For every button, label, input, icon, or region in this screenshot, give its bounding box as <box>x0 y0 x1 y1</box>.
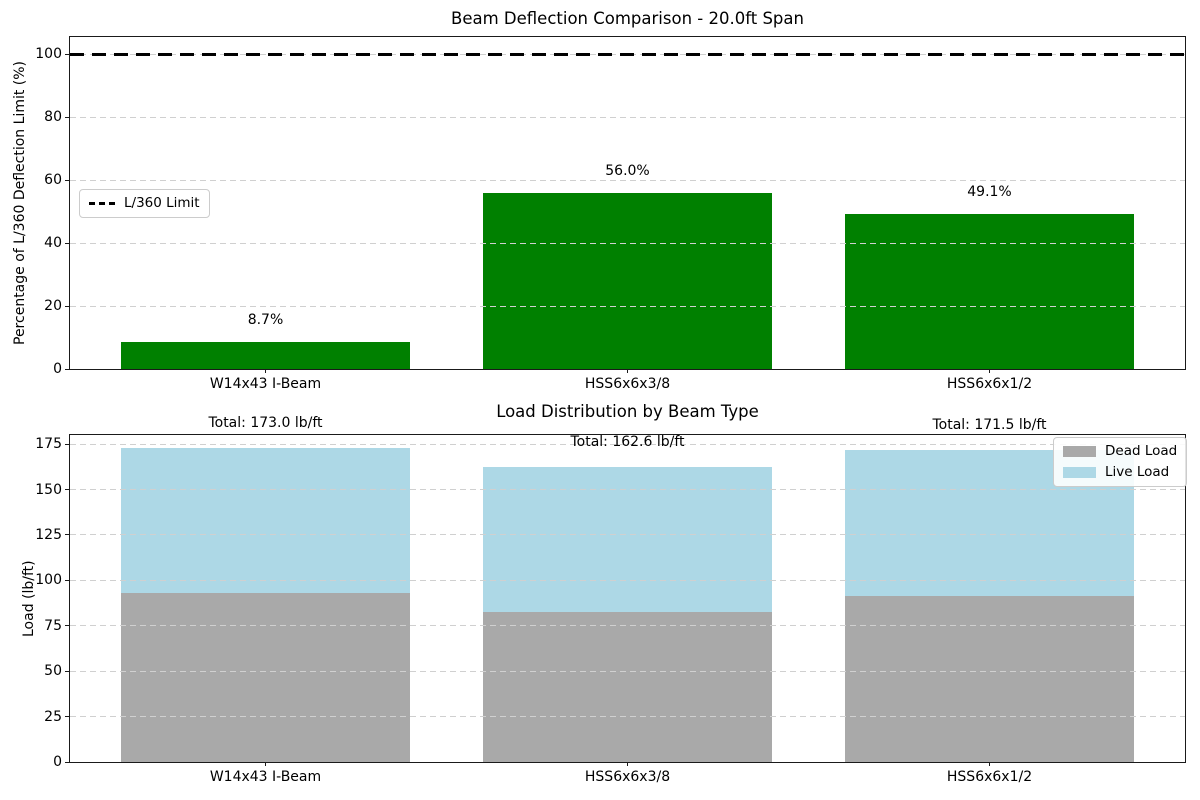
y-tick-mark <box>65 116 69 118</box>
x-tick-label-hss6x6x1-2: HSS6x6x1/2 <box>946 376 1033 392</box>
gridline-175 <box>70 443 1185 445</box>
bar-value-label-hss6x6x1-2: Total: 171.5 lb/ft <box>932 417 1047 434</box>
y-tick-label: 125 <box>35 526 62 543</box>
y-tick-mark <box>65 761 69 763</box>
deflection-chart-title: Beam Deflection Comparison - 20.0ft Span <box>451 9 804 28</box>
y-tick-label: 50 <box>44 663 62 680</box>
gridline-100 <box>70 579 1185 581</box>
limit-line <box>70 52 1185 56</box>
gridline-75 <box>70 625 1185 627</box>
bar-value-label-hss6x6x3-8: 56.0% <box>605 162 650 179</box>
bar-segment-dead-load-w14x43-i-beam <box>120 593 411 762</box>
y-tick-label: 150 <box>35 481 62 498</box>
bar-hss6x6x3-8 <box>482 192 773 369</box>
gridline-80 <box>70 116 1185 118</box>
x-tick-label-w14x43-i-beam: W14x43 I-Beam <box>209 769 322 785</box>
gridline-100 <box>70 53 1185 55</box>
y-tick-label: 60 <box>44 172 62 188</box>
dead-load-swatch-icon <box>1063 446 1096 457</box>
y-tick-label: 0 <box>53 361 62 377</box>
y-tick-mark <box>65 368 69 370</box>
y-tick-mark <box>65 53 69 55</box>
legend-label-dead-load: Dead Load <box>1105 443 1178 459</box>
deflection-legend: L/360 Limit <box>79 189 210 218</box>
load-legend: Dead Load Live Load <box>1053 437 1188 487</box>
y-tick-label: 75 <box>44 617 62 634</box>
y-tick-mark <box>65 670 69 672</box>
gridline-150 <box>70 489 1185 490</box>
y-tick-mark <box>65 579 69 581</box>
y-tick-mark <box>65 443 69 445</box>
bar-segment-live-load-hss6x6x1-2 <box>844 450 1135 596</box>
bar-segment-dead-load-hss6x6x1-2 <box>844 595 1135 762</box>
x-tick-label-hss6x6x3-8: HSS6x6x3/8 <box>584 376 671 392</box>
bar-value-label-w14x43-i-beam: Total: 173.0 lb/ft <box>208 414 323 431</box>
deflection-y-axis-label: Percentage of L/360 Deflection Limit (%) <box>12 60 28 345</box>
deflection-plot-area: 0 20 40 60 80 100 W14x43 I-Beam 8.7% HSS6x6x3/8 5… <box>35 36 1186 392</box>
y-tick-label: 100 <box>35 572 62 589</box>
load-chart-title: Load Distribution by Beam Type <box>496 402 759 421</box>
y-tick-mark <box>65 179 69 181</box>
bar-segment-live-load-w14x43-i-beam <box>120 447 411 594</box>
x-tick-mark <box>627 369 628 373</box>
gridline-40 <box>70 242 1185 244</box>
gridline-125 <box>70 534 1185 536</box>
bar-w14x43-i-beam <box>120 341 411 369</box>
y-tick-label: 0 <box>53 754 62 770</box>
y-tick-mark <box>65 489 69 490</box>
bar-value-label-hss6x6x3-8: Total: 162.6 lb/ft <box>570 433 685 450</box>
bar-segment-live-load-hss6x6x3-8 <box>482 466 773 612</box>
legend-item-live-load: Live Load <box>1063 463 1177 482</box>
y-tick-label: 175 <box>35 436 62 453</box>
y-tick-label: 25 <box>44 708 62 725</box>
legend-label-l360-limit: L/360 Limit <box>124 195 200 211</box>
x-tick-label-hss6x6x3-8: HSS6x6x3/8 <box>584 769 671 785</box>
live-load-swatch-icon <box>1063 467 1096 478</box>
legend-item-dead-load: Dead Load <box>1063 442 1177 461</box>
gridline-25 <box>70 716 1185 718</box>
y-tick-mark <box>65 305 69 307</box>
load-y-axis-label: Load (lb/ft) <box>21 560 37 637</box>
y-tick-mark <box>65 242 69 244</box>
bar-value-label-w14x43-i-beam: 8.7% <box>247 311 284 328</box>
x-tick-mark <box>989 762 990 766</box>
y-tick-label: 40 <box>44 235 62 251</box>
y-tick-label: 100 <box>35 46 62 62</box>
bar-segment-dead-load-hss6x6x3-8 <box>482 611 773 762</box>
y-tick-label: 20 <box>44 298 62 314</box>
x-tick-mark <box>264 369 266 373</box>
y-tick-label: 80 <box>44 109 62 125</box>
gridline-60 <box>70 179 1185 181</box>
load-plot-area: 0 25 50 75 100 125 150 175 W14x43 I-Beam Total: 1… <box>35 415 1186 785</box>
bar-value-label-hss6x6x1-2: 49.1% <box>967 184 1012 201</box>
x-tick-label-hss6x6x1-2: HSS6x6x1/2 <box>946 769 1033 785</box>
y-tick-mark <box>65 534 69 536</box>
gridline-20 <box>70 305 1185 307</box>
x-tick-mark <box>627 762 628 766</box>
y-tick-mark <box>65 625 69 627</box>
legend-item-l360-limit: L/360 Limit <box>89 194 200 213</box>
legend-label-live-load: Live Load <box>1105 464 1170 480</box>
y-tick-mark <box>65 716 69 718</box>
gridline-50 <box>70 670 1185 672</box>
dashed-line-icon <box>89 202 115 205</box>
x-tick-label-w14x43-i-beam: W14x43 I-Beam <box>209 376 322 392</box>
bar-hss6x6x1-2 <box>844 214 1135 369</box>
x-tick-mark <box>264 762 266 766</box>
x-tick-mark <box>989 369 990 373</box>
